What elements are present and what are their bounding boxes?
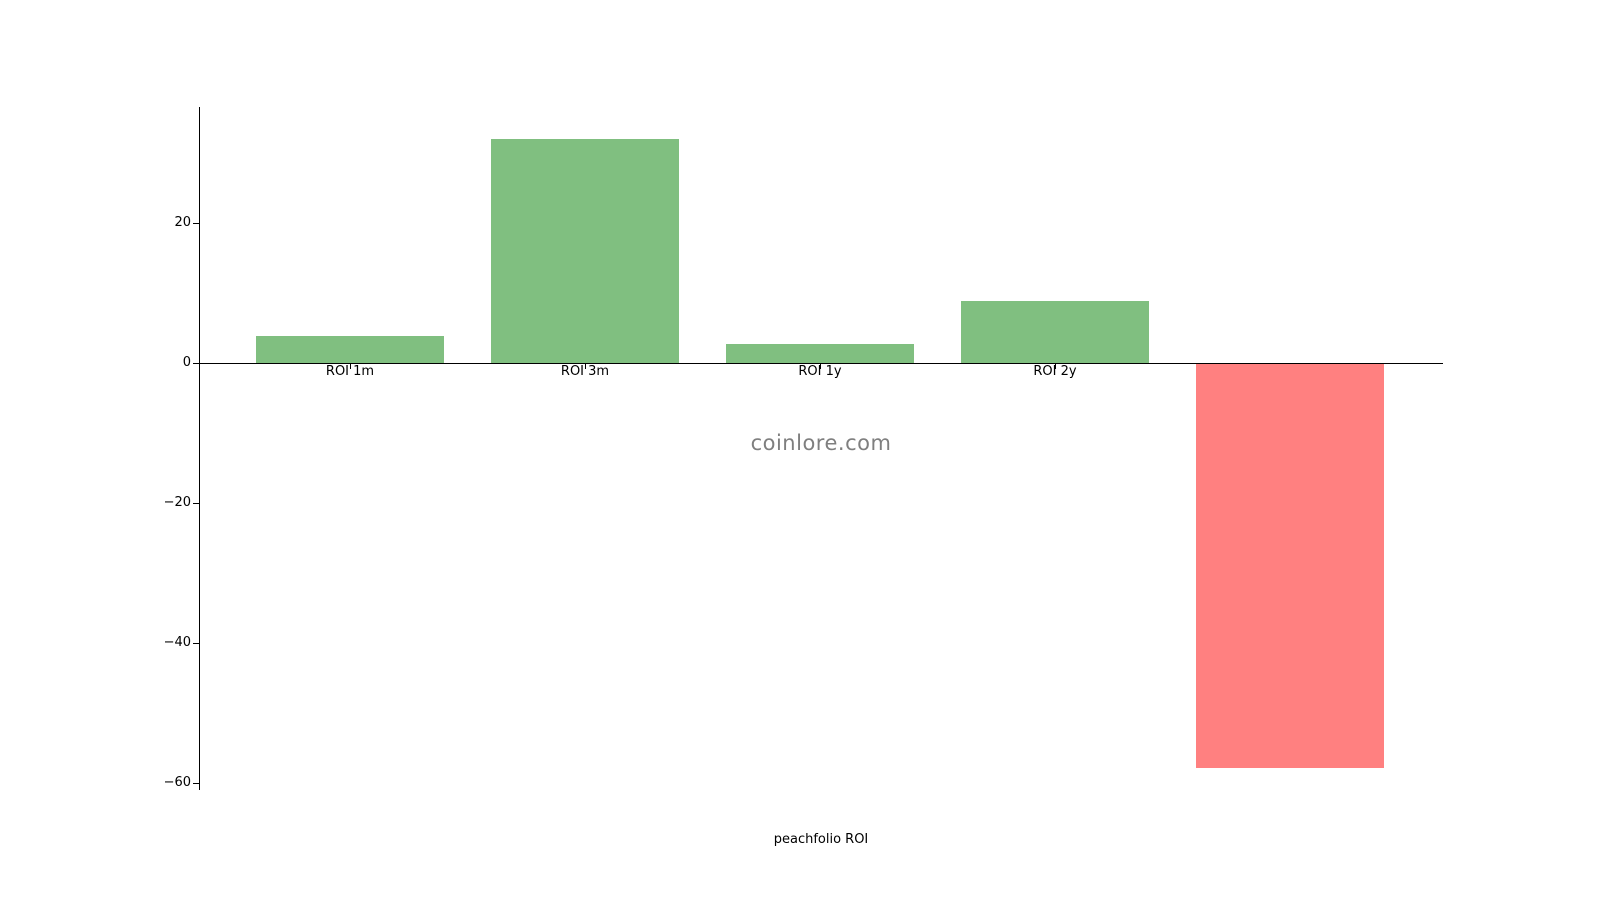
x-axis-title: peachfolio ROI — [773, 832, 869, 847]
bar-roi-1y — [726, 344, 914, 363]
bar-negative-5 — [1196, 363, 1384, 769]
x-tick — [350, 363, 352, 369]
y-tick-label: −60 — [163, 775, 191, 790]
y-tick-label: 20 — [174, 215, 191, 230]
y-tick — [193, 363, 199, 365]
bar-roi-2y — [961, 301, 1149, 363]
x-tick-label: ROI 1y — [798, 364, 842, 379]
y-tick — [193, 223, 199, 225]
bar-roi-1m — [256, 335, 444, 363]
y-tick-label: 0 — [182, 355, 191, 370]
y-tick — [193, 783, 199, 785]
y-tick-label: −40 — [163, 635, 191, 650]
x-axis-line — [200, 363, 1443, 365]
x-tick-label: ROI 3m — [560, 364, 610, 379]
watermark: coinlore.com — [750, 431, 892, 455]
x-tick — [585, 363, 587, 369]
y-tick — [193, 643, 199, 645]
y-tick — [193, 503, 199, 505]
x-tick-label: ROI 1m — [325, 364, 375, 379]
y-tick-label: −20 — [163, 495, 191, 510]
x-tick — [1055, 363, 1057, 369]
bar-roi-3m — [491, 139, 679, 363]
x-tick — [820, 363, 822, 369]
x-tick-label: ROI 2y — [1033, 364, 1077, 379]
y-axis-spine — [198, 107, 200, 790]
